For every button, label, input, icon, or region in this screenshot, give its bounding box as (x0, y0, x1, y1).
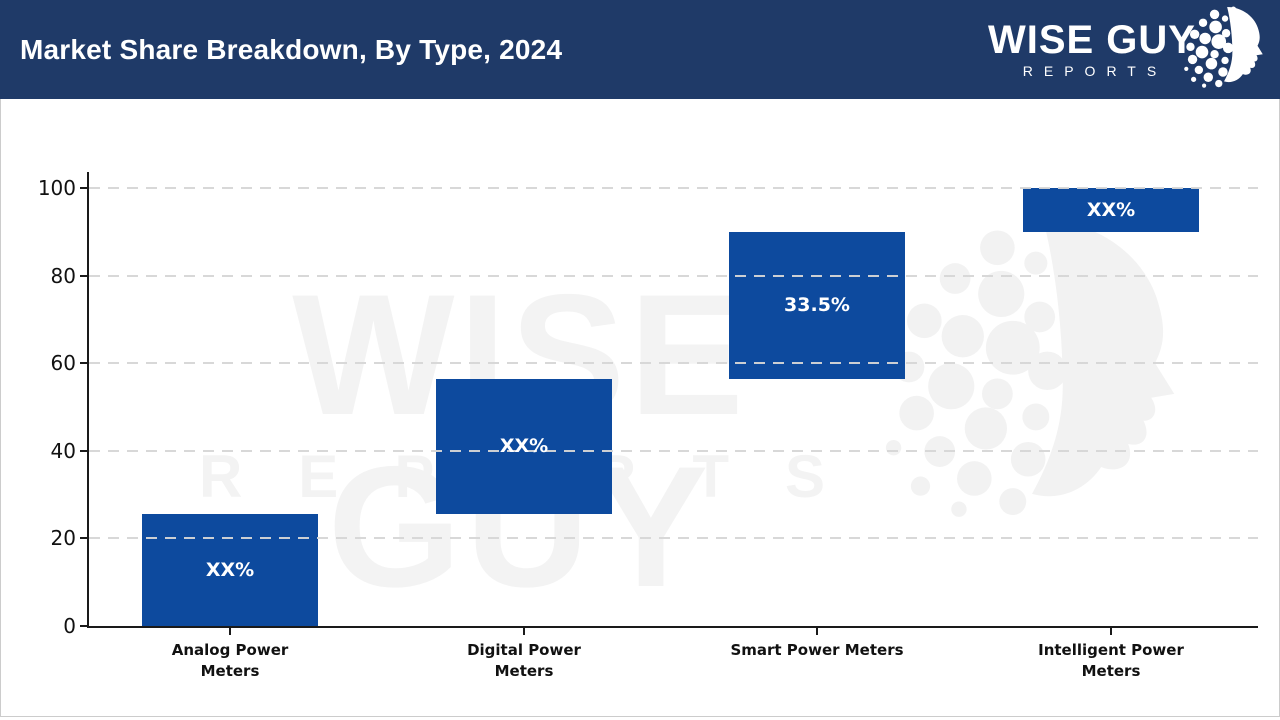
x-category-label-2: Smart Power Meters (730, 641, 904, 659)
y-tick-label-0: 0 (63, 614, 76, 638)
gridline-y-40 (89, 449, 1258, 452)
gridline-y-100 (89, 187, 1258, 189)
bar-value-label-2: 33.5% (784, 294, 850, 317)
x-category-label-0: Analog Power Meters (171, 641, 289, 680)
y-tickmark-80 (80, 274, 88, 277)
y-tickmark-20 (80, 537, 88, 540)
x-category-label-1: Digital Power Meters (467, 641, 581, 680)
bar-1 (436, 378, 612, 515)
y-tick-label-40: 40 (50, 438, 76, 463)
logo-text: WISE GUY REPORTS (988, 20, 1196, 79)
bar-2 (729, 231, 905, 379)
header-bar: Market Share Breakdown, By Type, 2024 WI… (0, 0, 1280, 99)
x-tickmark-3 (1110, 628, 1112, 635)
x-tickmark-1 (523, 628, 525, 635)
bar-value-label-1: XX% (499, 435, 549, 458)
chart-title: Market Share Breakdown, By Type, 2024 (20, 33, 563, 65)
x-category-label-3: Intelligent Power Meters (1038, 641, 1184, 680)
y-tick-label-20: 20 (50, 526, 76, 551)
y-tick-label-60: 60 (50, 351, 76, 376)
y-tickmark-40 (80, 449, 88, 452)
x-tickmark-2 (816, 628, 818, 635)
left-border (0, 99, 1, 717)
bar-3 (1023, 188, 1199, 232)
x-axis-line (87, 626, 1258, 628)
y-tickmark-60 (80, 362, 88, 365)
logo: WISE GUY REPORTS (988, 6, 1266, 94)
gridline-y-60 (89, 362, 1258, 365)
bar-value-label-0: XX% (205, 559, 255, 582)
gridline-y-80 (89, 274, 1258, 277)
x-tickmark-0 (229, 628, 231, 635)
y-axis-line (87, 172, 89, 628)
y-tick-label-80: 80 (50, 263, 76, 288)
y-tickmark-100 (80, 187, 88, 189)
logo-subtext: REPORTS (1022, 63, 1168, 79)
bar-value-label-3: XX% (1086, 198, 1136, 221)
y-tickmark-0 (80, 625, 88, 627)
bottom-border (0, 716, 1280, 717)
plot-area: WISE GUY REPORTS 020406080100XX%XX%33.5%… (0, 99, 1280, 720)
y-tick-label-100: 100 (37, 176, 76, 200)
gridline-y-20 (89, 537, 1258, 540)
bar-0 (142, 514, 318, 626)
logo-wordmark: WISE GUY (987, 18, 1196, 62)
watermark-head-icon (885, 218, 1175, 517)
